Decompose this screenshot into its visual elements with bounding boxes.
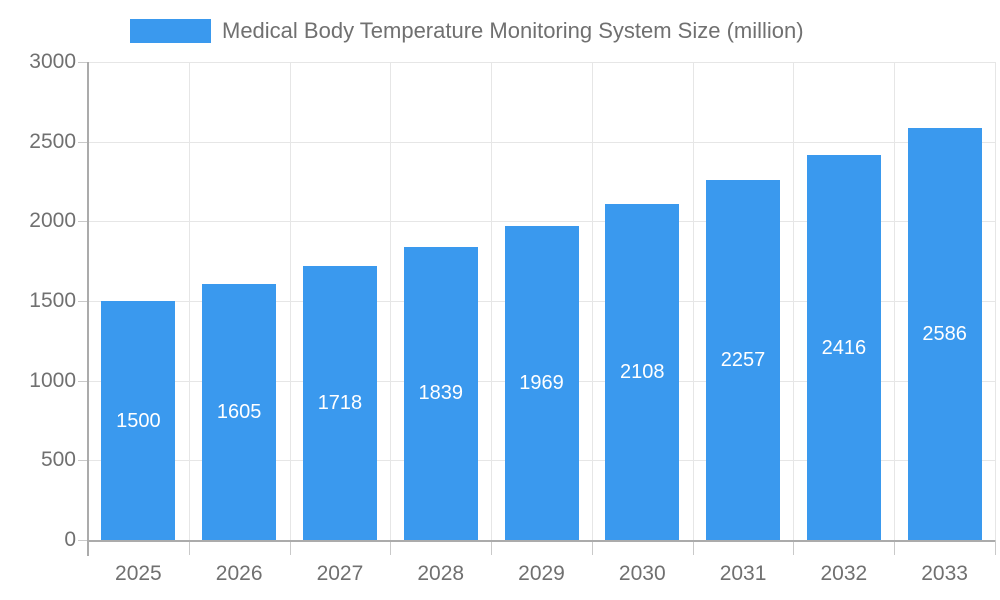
- x-axis-tick: [995, 540, 996, 555]
- y-tick-label: 1500: [29, 289, 76, 312]
- bar[interactable]: [101, 301, 176, 540]
- bar-value-label: 1500: [116, 409, 161, 432]
- x-tick-label: 2029: [518, 562, 565, 585]
- x-tick-label: 2030: [618, 562, 666, 585]
- bar-value-label: 1718: [317, 392, 363, 415]
- x-tick-label: 2033: [921, 562, 968, 585]
- gridline-vertical: [793, 62, 795, 540]
- y-tick-label: 2000: [29, 209, 76, 233]
- bar[interactable]: [403, 246, 478, 540]
- y-axis-tick: [78, 540, 88, 541]
- x-tick-label: 2027: [316, 562, 364, 585]
- x-tick-label: 2025: [115, 562, 162, 585]
- y-tick-label: 2500: [29, 129, 76, 153]
- x-axis-tick: [591, 540, 593, 555]
- bar[interactable]: [605, 204, 680, 540]
- y-axis-line: [87, 62, 89, 556]
- gridline-horizontal: [88, 62, 995, 63]
- x-axis-tick: [793, 540, 795, 555]
- gridline-horizontal: [88, 141, 995, 143]
- gridline-horizontal: [88, 221, 995, 223]
- x-tick-label: 2032: [820, 562, 868, 585]
- bar[interactable]: [907, 127, 982, 540]
- y-tick-label: 3000: [29, 50, 76, 73]
- gridline-vertical: [692, 62, 694, 540]
- bar-value-label: 1605: [216, 401, 262, 424]
- gridline-vertical: [894, 62, 896, 540]
- y-axis-tick: [78, 62, 88, 63]
- bar-value-label: 2108: [620, 361, 665, 384]
- bar[interactable]: [504, 226, 579, 540]
- gridline-vertical: [591, 62, 593, 540]
- x-tick-label: 2028: [417, 562, 465, 585]
- x-axis-tick: [491, 540, 493, 555]
- bar-value-label: 2257: [720, 349, 766, 372]
- x-axis-tick: [289, 540, 291, 555]
- bar-value-label: 1969: [519, 372, 564, 395]
- gridline-vertical: [995, 62, 996, 540]
- y-axis-tick: [78, 221, 88, 223]
- y-axis-tick: [78, 301, 88, 302]
- x-axis-tick: [188, 540, 190, 555]
- bar-value-label: 2416: [821, 336, 867, 359]
- y-tick-label: 500: [40, 448, 76, 472]
- x-axis-tick: [894, 540, 896, 555]
- gridline-vertical: [289, 62, 291, 540]
- x-tick-label: 2031: [719, 562, 767, 585]
- bar-value-label: 2586: [922, 322, 967, 345]
- x-axis-tick: [390, 540, 392, 555]
- x-axis-line: [88, 540, 995, 542]
- gridline-vertical: [491, 62, 493, 540]
- gridline-vertical: [390, 62, 392, 540]
- legend[interactable]: Medical Body Temperature Monitoring Syst…: [130, 18, 804, 43]
- y-tick-label: 0: [64, 528, 76, 551]
- x-axis-tick: [692, 540, 694, 555]
- bar[interactable]: [806, 155, 881, 540]
- chart-title: Medical Body Temperature Monitoring Syst…: [222, 18, 804, 43]
- y-tick-label: 1000: [29, 368, 76, 392]
- bar[interactable]: [706, 180, 781, 540]
- bar-value-label: 1839: [418, 382, 463, 405]
- y-axis-tick: [78, 460, 88, 462]
- gridline-vertical: [188, 62, 190, 540]
- y-axis-tick: [78, 141, 88, 143]
- legend-swatch: [130, 19, 211, 43]
- y-axis-tick: [78, 380, 88, 382]
- bar[interactable]: [302, 266, 377, 540]
- bar[interactable]: [202, 284, 277, 540]
- x-tick-label: 2026: [215, 562, 263, 585]
